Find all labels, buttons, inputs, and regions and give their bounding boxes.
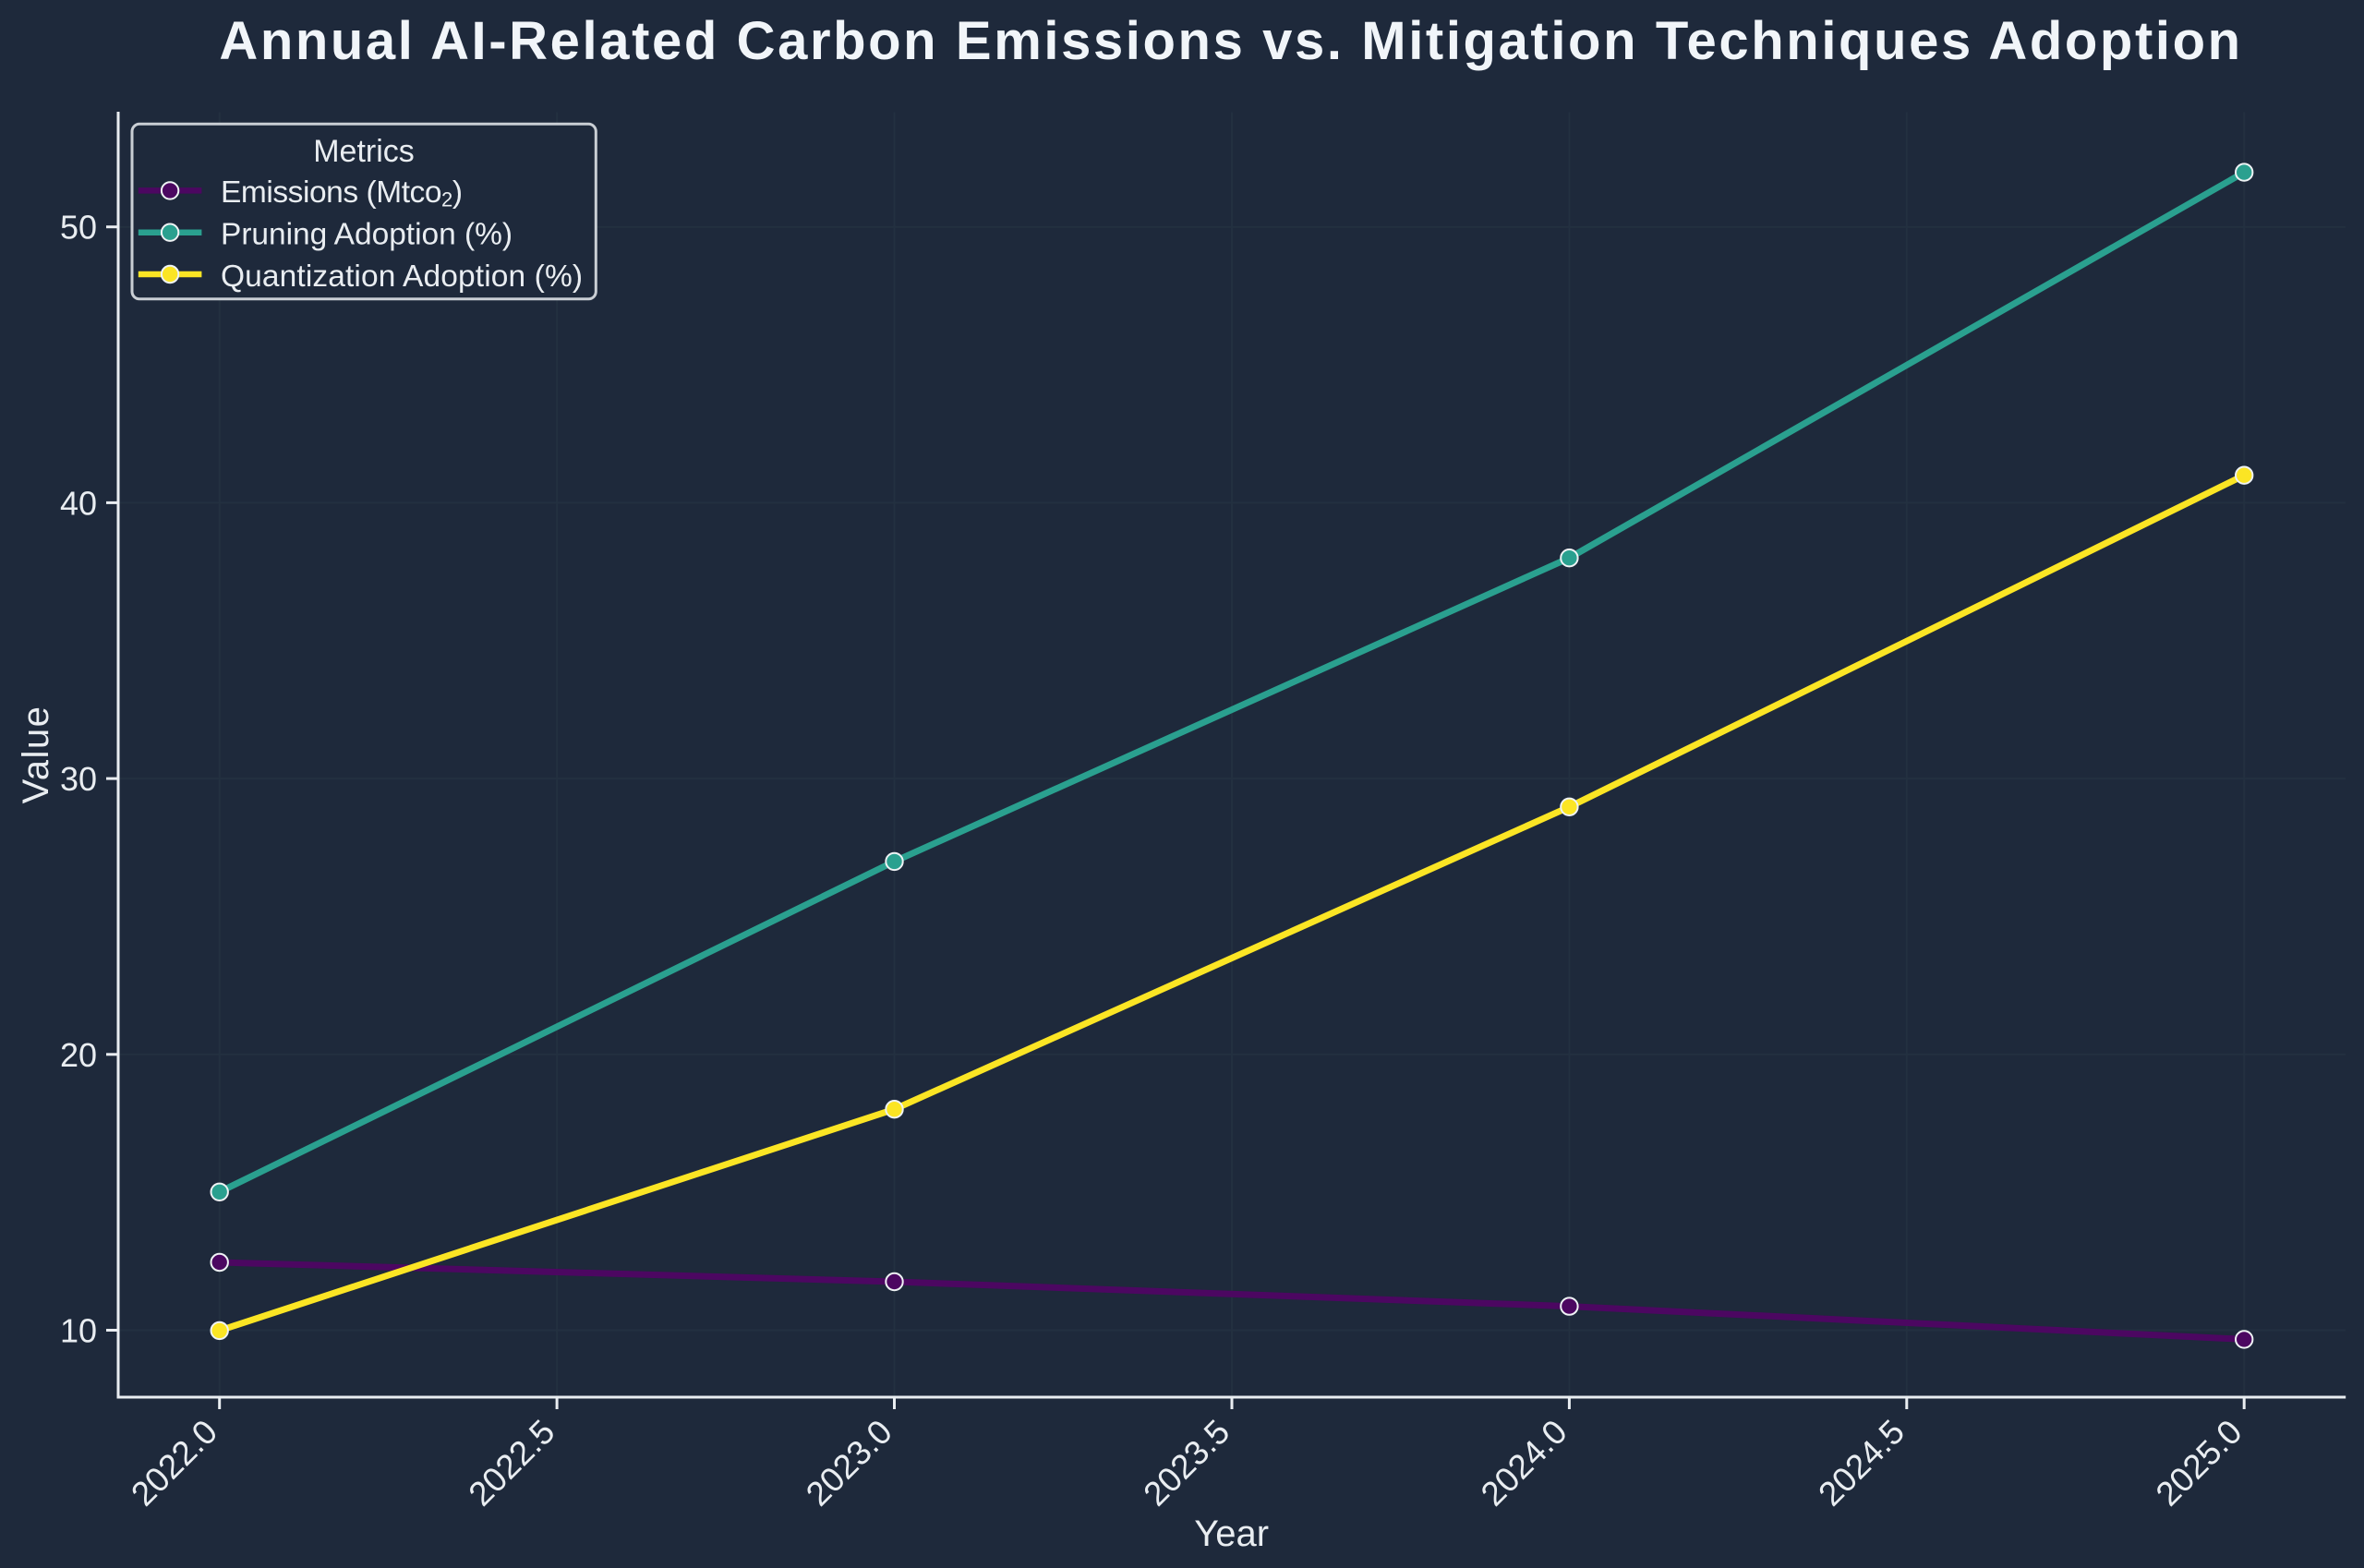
svg-text:Value: Value [16, 706, 56, 804]
svg-text:Quantization Adoption (%): Quantization Adoption (%) [221, 259, 583, 294]
svg-text:30: 30 [60, 760, 97, 798]
svg-text:Emissions (Mtco2): Emissions (Mtco2) [221, 175, 463, 211]
svg-text:50: 50 [60, 209, 97, 247]
svg-text:Annual AI-Related Carbon Emiss: Annual AI-Related Carbon Emissions vs. M… [219, 11, 2242, 71]
svg-text:10: 10 [60, 1312, 97, 1350]
svg-text:Metrics: Metrics [313, 134, 415, 169]
svg-text:40: 40 [60, 484, 97, 522]
svg-text:20: 20 [60, 1036, 97, 1074]
svg-text:Pruning Adoption (%): Pruning Adoption (%) [221, 218, 513, 252]
svg-text:Year: Year [1194, 1514, 1269, 1554]
